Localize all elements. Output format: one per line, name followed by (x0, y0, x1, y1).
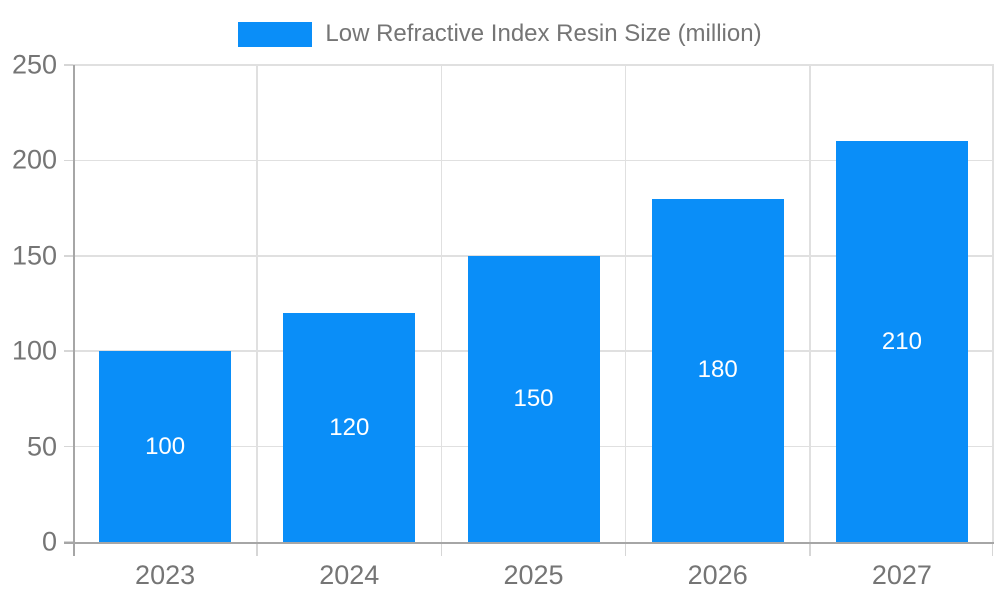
gridline-horizontal (73, 159, 994, 162)
bar (283, 313, 416, 542)
legend-swatch (238, 21, 313, 47)
bar-value-label: 100 (145, 432, 186, 460)
y-tick-mark (64, 64, 73, 66)
bar-value-label: 180 (697, 356, 738, 384)
bar (99, 351, 232, 542)
y-tick-mark (64, 541, 73, 543)
x-tick-label: 2026 (687, 560, 748, 590)
y-tick-label: 150 (11, 240, 57, 271)
x-tick-mark (809, 542, 811, 556)
bar-value-label: 210 (881, 327, 922, 355)
x-tick-mark (256, 542, 258, 556)
gridline-vertical (256, 65, 258, 542)
bar-value-label: 150 (513, 384, 554, 412)
y-tick-mark (64, 255, 73, 257)
y-tick-label: 50 (26, 431, 57, 462)
y-tick-label: 250 (11, 49, 57, 80)
y-tick-mark (64, 445, 73, 448)
x-tick-mark (440, 542, 443, 556)
x-tick-mark (991, 542, 994, 556)
bar (835, 141, 968, 542)
gridline-horizontal (73, 64, 994, 66)
y-tick-label: 200 (11, 144, 57, 175)
y-axis-line (73, 65, 75, 556)
gridline-vertical (809, 65, 811, 542)
x-axis-line (64, 542, 994, 544)
y-tick-label: 100 (11, 335, 57, 366)
gridline-vertical (440, 65, 443, 542)
x-tick-label: 2027 (871, 560, 932, 590)
x-tick-label: 2023 (135, 560, 196, 590)
y-tick-label: 0 (41, 526, 57, 557)
bar (651, 198, 784, 542)
plot-border-right (992, 65, 994, 542)
x-tick-label: 2024 (319, 560, 380, 590)
legend-label: Low Refractive Index Resin Size (million… (325, 20, 762, 47)
y-tick-mark (64, 350, 73, 352)
plot-area: 100 120 150 180 210 2023 2024 2025 2026 2027 0 50 10… (12, 50, 994, 590)
legend: Low Refractive Index Resin Size (million… (0, 21, 1000, 47)
y-tick-mark (64, 159, 73, 162)
x-tick-mark (624, 542, 627, 556)
x-tick-label: 2025 (503, 560, 564, 590)
bar-value-label: 120 (329, 413, 370, 441)
bar (467, 255, 600, 542)
gridline-vertical (624, 65, 627, 542)
